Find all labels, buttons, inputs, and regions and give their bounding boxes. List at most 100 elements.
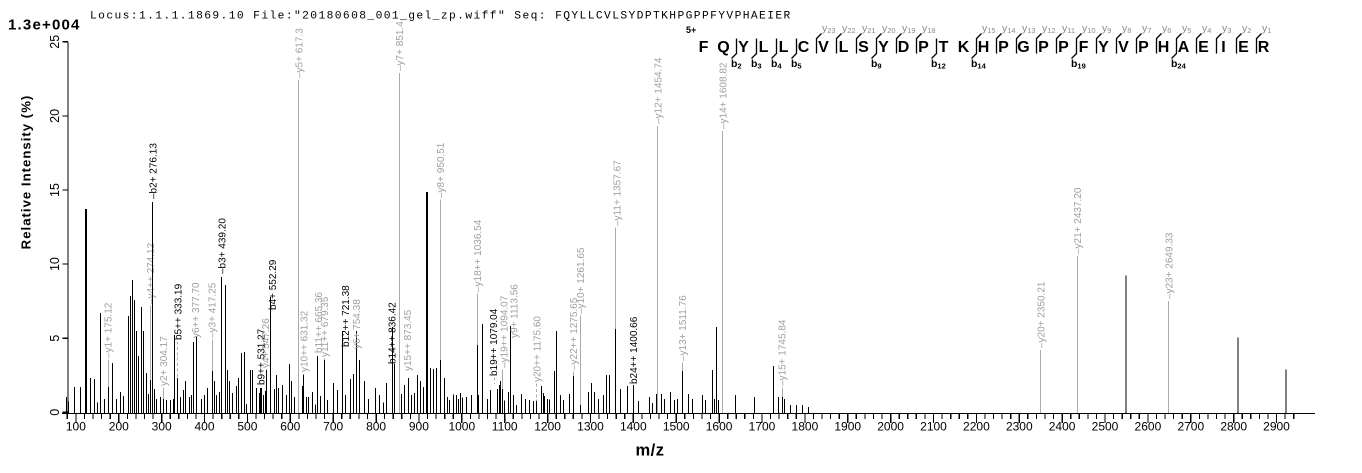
svg-text:300: 300 [152, 420, 172, 434]
svg-text:1300: 1300 [577, 420, 604, 434]
svg-text:y20++ 1175.60: y20++ 1175.60 [533, 316, 544, 382]
svg-text:y12: y12 [1042, 23, 1056, 36]
svg-text:F: F [699, 39, 709, 56]
svg-text:y8: y8 [1122, 23, 1131, 36]
svg-text:200: 200 [109, 420, 129, 434]
svg-text:1400: 1400 [620, 420, 647, 434]
svg-text:–y13+ 1511.76: –y13+ 1511.76 [678, 295, 689, 361]
svg-text:2600: 2600 [1135, 420, 1162, 434]
svg-text:b9: b9 [871, 58, 882, 71]
svg-text:y9+ 1113.56: y9+ 1113.56 [510, 284, 521, 338]
svg-text:E: E [1198, 39, 1209, 56]
svg-text:b24++ 1400.66: b24++ 1400.66 [629, 316, 640, 384]
svg-text:R: R [1258, 39, 1270, 56]
svg-text:y13: y13 [1022, 23, 1036, 36]
svg-text:20: 20 [48, 109, 62, 123]
svg-text:y11++ 679.35: y11++ 679.35 [320, 296, 331, 357]
svg-text:1700: 1700 [749, 420, 776, 434]
svg-text:600: 600 [280, 420, 300, 434]
svg-text:y9: y9 [1102, 23, 1111, 36]
svg-text:2800: 2800 [1220, 420, 1247, 434]
svg-text:2100: 2100 [920, 420, 947, 434]
svg-text:H: H [978, 39, 990, 56]
svg-text:y2+ 304.17: y2+ 304.17 [159, 336, 170, 386]
svg-text:b9++ 531.27: b9++ 531.27 [256, 328, 267, 385]
svg-text:1.3e+004: 1.3e+004 [8, 17, 81, 34]
svg-text:2000: 2000 [877, 420, 904, 434]
svg-text:2500: 2500 [1092, 420, 1119, 434]
svg-text:V: V [818, 39, 829, 56]
svg-text:b19++ 1079.04: b19++ 1079.04 [489, 308, 500, 376]
svg-text:y21: y21 [862, 23, 876, 36]
svg-text:–y23+ 2649.33: –y23+ 2649.33 [1165, 232, 1176, 299]
svg-text:P: P [1058, 39, 1069, 56]
svg-text:y4+ 547.26: y4+ 547.26 [261, 318, 272, 368]
svg-text:15: 15 [48, 183, 62, 197]
svg-text:b4: b4 [771, 58, 782, 71]
svg-text:2200: 2200 [963, 420, 990, 434]
svg-text:–y18++ 1036.54: –y18++ 1036.54 [473, 219, 484, 292]
svg-text:b12: b12 [931, 58, 946, 71]
svg-text:T: T [939, 39, 949, 56]
svg-text:F: F [1079, 39, 1089, 56]
svg-text:–y14+ 1608.82: –y14+ 1608.82 [718, 62, 729, 129]
svg-text:–b2+ 276.13: –b2+ 276.13 [149, 143, 160, 199]
svg-text:–y4++ 274.12: –y4++ 274.12 [146, 242, 157, 304]
svg-text:–y21+ 2437.20: –y21+ 2437.20 [1073, 187, 1084, 254]
svg-text:C: C [798, 39, 810, 56]
svg-text:Y: Y [878, 39, 889, 56]
svg-text:y1: y1 [1262, 23, 1271, 36]
svg-text:y23: y23 [822, 23, 836, 36]
svg-text:H: H [1158, 39, 1170, 56]
svg-text:y10: y10 [1082, 23, 1096, 36]
svg-text:1200: 1200 [534, 420, 561, 434]
svg-text:–b3+ 439.20: –b3+ 439.20 [217, 218, 228, 274]
svg-text:y3: y3 [1222, 23, 1231, 36]
svg-text:b5: b5 [791, 58, 802, 71]
svg-text:–y15+ 1745.84: –y15+ 1745.84 [778, 319, 789, 386]
svg-text:900: 900 [409, 420, 429, 434]
svg-text:–y1+ 175.12: –y1+ 175.12 [104, 302, 115, 358]
svg-text:y6++ 377.70: y6++ 377.70 [191, 282, 202, 338]
svg-text:–y10+ 1261.65: –y10+ 1261.65 [576, 247, 587, 314]
svg-text:800: 800 [366, 420, 386, 434]
svg-text:D: D [898, 39, 910, 56]
svg-text:Y: Y [738, 39, 749, 56]
svg-text:700: 700 [323, 420, 343, 434]
svg-text:G: G [1017, 39, 1029, 56]
svg-text:y4: y4 [1202, 23, 1211, 36]
svg-text:y5: y5 [1182, 23, 1191, 36]
svg-text:2700: 2700 [1177, 420, 1204, 434]
svg-text:Locus:1.1.1.1869.10 File:"2018: Locus:1.1.1.1869.10 File:"20180608_001_g… [90, 11, 792, 23]
svg-text:b11++ 665.36: b11++ 665.36 [314, 292, 325, 353]
svg-text:500: 500 [237, 420, 257, 434]
svg-text:b14++ 836.42: b14++ 836.42 [387, 302, 398, 364]
svg-text:2300: 2300 [1006, 420, 1033, 434]
svg-text:1900: 1900 [834, 420, 861, 434]
svg-text:L: L [779, 39, 789, 56]
svg-text:b12++ 721.38: b12++ 721.38 [341, 285, 352, 347]
svg-text:–y7+ 851.4: –y7+ 851.4 [395, 21, 406, 71]
svg-text:1500: 1500 [663, 420, 690, 434]
svg-text:E: E [1238, 39, 1249, 56]
svg-text:b14: b14 [971, 58, 987, 71]
svg-text:2900: 2900 [1263, 420, 1290, 434]
svg-text:P: P [918, 39, 929, 56]
svg-text:–y8+ 950.51: –y8+ 950.51 [436, 142, 447, 198]
svg-text:b19: b19 [1071, 58, 1086, 71]
svg-text:y7: y7 [1142, 23, 1151, 36]
svg-text:b3: b3 [751, 58, 762, 71]
svg-text:Q: Q [717, 39, 729, 56]
svg-text:25: 25 [48, 35, 62, 49]
svg-text:y22: y22 [842, 23, 856, 36]
svg-text:Relative Intensity (%): Relative Intensity (%) [19, 95, 34, 250]
svg-text:–y5+ 617.3: –y5+ 617.3 [295, 28, 306, 78]
svg-text:1600: 1600 [706, 420, 733, 434]
svg-text:P: P [1038, 39, 1049, 56]
svg-text:V: V [1118, 39, 1129, 56]
svg-text:5: 5 [48, 335, 62, 342]
svg-text:y2: y2 [1242, 23, 1251, 36]
svg-text:–y12+ 1454.74: –y12+ 1454.74 [654, 57, 665, 124]
svg-text:1100: 1100 [492, 420, 518, 434]
svg-text:–y20+ 2350.21: –y20+ 2350.21 [1037, 281, 1048, 348]
